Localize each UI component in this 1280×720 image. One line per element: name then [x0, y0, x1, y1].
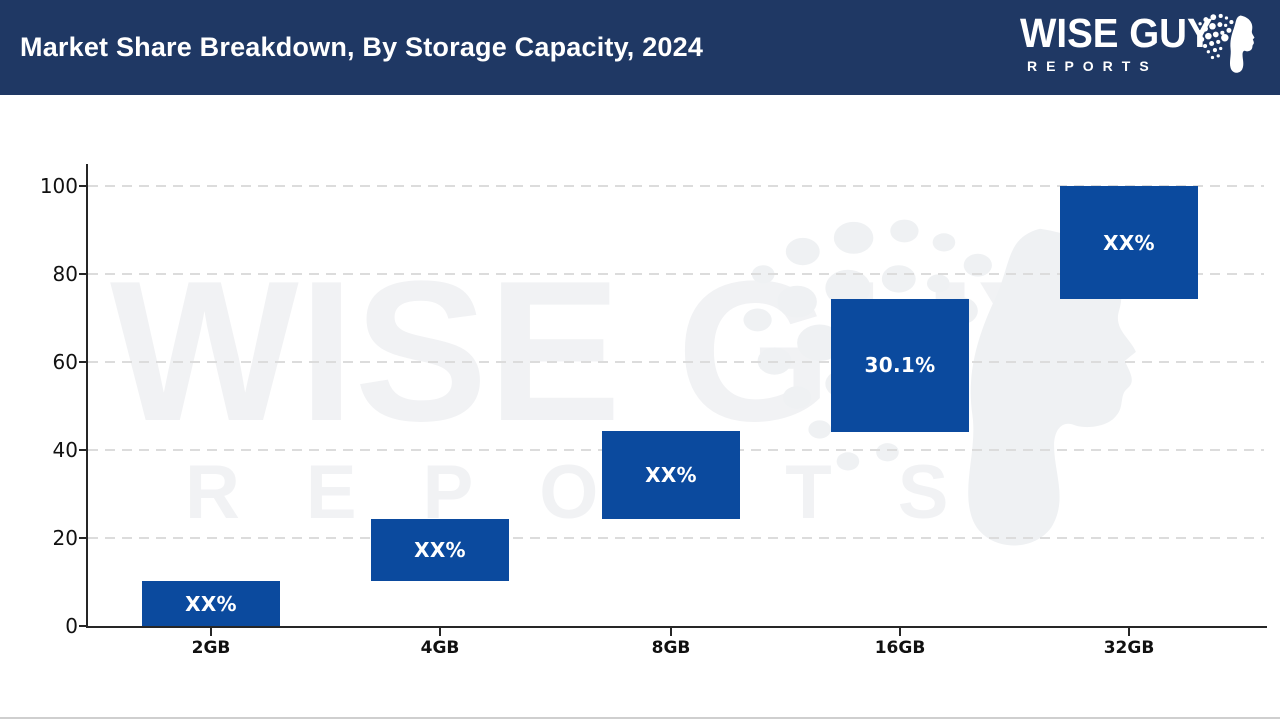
bar-32GB: XX%: [1060, 186, 1198, 300]
y-tick-0: [79, 625, 87, 627]
x-tick-8GB: [670, 628, 672, 636]
x-tick-16GB: [899, 628, 901, 636]
bar-value-label-2GB: XX%: [185, 591, 237, 616]
bar-8GB: XX%: [602, 431, 740, 520]
x-tick-4GB: [439, 628, 441, 636]
x-tick-32GB: [1128, 628, 1130, 636]
watermark-text-line2: REPORTS: [185, 450, 1015, 535]
logo-wordmark: WISE GUY: [1020, 10, 1213, 56]
gridline-60: [88, 361, 1264, 363]
y-tick-80: [79, 273, 87, 275]
y-axis-spine: [86, 164, 88, 628]
x-tick-label-8GB: 8GB: [651, 638, 691, 658]
bar-16GB: 30.1%: [831, 299, 969, 432]
y-tick-label-60: 60: [52, 350, 78, 374]
bar-value-label-16GB: 30.1%: [864, 353, 936, 378]
logo-face-icon: [1197, 13, 1255, 73]
bar-value-label-4GB: XX%: [414, 538, 466, 563]
x-tick-label-16GB: 16GB: [874, 638, 926, 658]
bar-value-label-8GB: XX%: [645, 463, 697, 488]
y-tick-label-20: 20: [52, 526, 78, 550]
y-tick-100: [79, 185, 87, 187]
bar-4GB: XX%: [371, 519, 509, 582]
x-tick-2GB: [210, 628, 212, 636]
bottom-edge-line: [0, 717, 1280, 719]
gridline-100: [88, 185, 1264, 187]
header-bar: Market Share Breakdown, By Storage Capac…: [0, 0, 1280, 95]
y-tick-40: [79, 449, 87, 451]
x-axis-spine: [86, 626, 1267, 628]
brand-logo: WISE GUY REPORTS: [1020, 8, 1266, 88]
y-tick-label-0: 0: [65, 614, 78, 638]
bar-2GB: XX%: [142, 581, 280, 626]
bar-value-label-32GB: XX%: [1103, 230, 1155, 255]
x-tick-label-2GB: 2GB: [191, 638, 231, 658]
chart-title: Market Share Breakdown, By Storage Capac…: [20, 32, 704, 62]
y-tick-20: [79, 537, 87, 539]
gridline-20: [88, 537, 1264, 539]
x-tick-label-4GB: 4GB: [420, 638, 460, 658]
y-tick-60: [79, 361, 87, 363]
y-tick-label-80: 80: [52, 262, 78, 286]
y-tick-label-40: 40: [52, 438, 78, 462]
y-tick-label-100: 100: [39, 174, 78, 198]
logo-subtitle: REPORTS: [1027, 58, 1158, 74]
gridline-80: [88, 273, 1264, 275]
x-tick-label-32GB: 32GB: [1103, 638, 1155, 658]
